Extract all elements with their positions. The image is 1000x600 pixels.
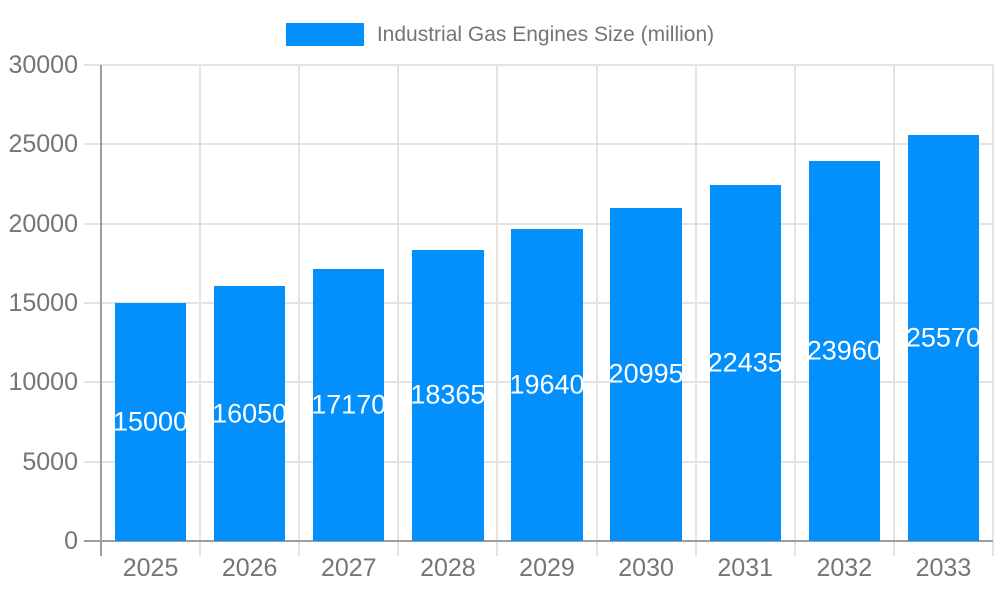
bar-value-label: 20995 bbox=[608, 358, 684, 389]
gridline-vertical bbox=[892, 65, 895, 556]
x-axis-tick-label: 2026 bbox=[221, 554, 278, 582]
bar-value-label: 19640 bbox=[509, 369, 585, 400]
bar-value-label: 23960 bbox=[806, 335, 882, 366]
bar-value-label: 17170 bbox=[311, 389, 387, 420]
gridline-vertical bbox=[199, 65, 202, 556]
gridline-vertical bbox=[298, 65, 301, 556]
gridline-vertical bbox=[793, 65, 796, 556]
legend-swatch bbox=[285, 23, 364, 46]
gridline-vertical bbox=[595, 65, 598, 556]
legend-label: Industrial Gas Engines Size (million) bbox=[376, 23, 715, 46]
x-axis-tick-label: 2033 bbox=[915, 554, 972, 582]
bar-value-label: 15000 bbox=[113, 406, 189, 437]
bar-2033[interactable]: 25570 bbox=[905, 135, 981, 541]
x-axis-tick-label: 2028 bbox=[420, 554, 476, 582]
y-axis-line bbox=[100, 65, 102, 556]
bar-2030[interactable]: 20995 bbox=[608, 207, 684, 541]
gridline-vertical bbox=[694, 65, 697, 556]
bar-value-label: 25570 bbox=[905, 322, 981, 353]
y-axis-tick-label: 5000 bbox=[22, 447, 78, 476]
bar-2032[interactable]: 23960 bbox=[806, 160, 882, 541]
x-axis-tick-label: 2030 bbox=[618, 554, 674, 582]
x-axis-tick-label: 2032 bbox=[816, 554, 873, 582]
x-axis-tick-label: 2031 bbox=[717, 554, 774, 582]
x-axis-tick-label: 2025 bbox=[122, 554, 179, 582]
gridline-horizontal bbox=[84, 64, 993, 66]
y-axis-tick-label: 20000 bbox=[8, 209, 78, 238]
y-axis-tick-label: 10000 bbox=[8, 368, 78, 397]
bar-2028[interactable]: 18365 bbox=[410, 249, 486, 541]
y-axis-tick-label: 30000 bbox=[8, 51, 78, 79]
x-axis-tick-label: 2027 bbox=[320, 554, 377, 582]
x-axis-tick-label: 2029 bbox=[519, 554, 575, 582]
gridline-vertical bbox=[496, 65, 499, 556]
gridline-vertical bbox=[397, 65, 400, 556]
gridline-vertical bbox=[992, 65, 994, 556]
bar-2029[interactable]: 19640 bbox=[509, 229, 585, 541]
y-axis-tick-label: 25000 bbox=[8, 130, 78, 159]
bar-2031[interactable]: 22435 bbox=[707, 185, 783, 541]
gridline-horizontal bbox=[84, 143, 993, 146]
y-axis-tick-label: 0 bbox=[64, 527, 78, 555]
bar-value-label: 18365 bbox=[410, 379, 486, 410]
bar-2025[interactable]: 15000 bbox=[113, 303, 189, 541]
bar-2026[interactable]: 16050 bbox=[212, 286, 288, 541]
y-axis-tick-label: 15000 bbox=[8, 289, 78, 317]
x-axis-line bbox=[84, 540, 993, 542]
bar-value-label: 22435 bbox=[707, 347, 783, 378]
bar-value-label: 16050 bbox=[212, 398, 288, 429]
chart-legend[interactable]: Industrial Gas Engines Size (million) bbox=[0, 23, 1000, 46]
gridline-horizontal bbox=[84, 222, 993, 225]
bar-2027[interactable]: 17170 bbox=[311, 268, 387, 541]
